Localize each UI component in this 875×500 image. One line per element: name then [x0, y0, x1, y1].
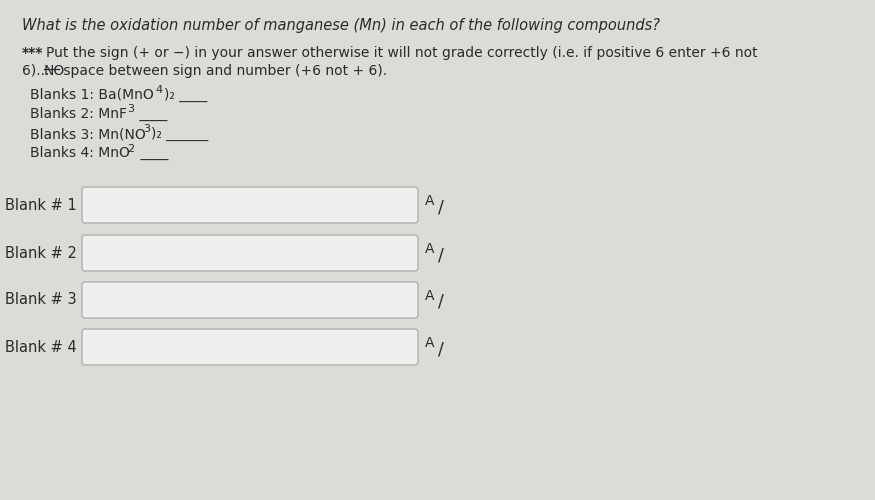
- Text: A: A: [425, 336, 435, 350]
- Text: A: A: [425, 289, 435, 303]
- Text: ____: ____: [135, 107, 167, 121]
- Text: Blanks 2: MnF: Blanks 2: MnF: [30, 107, 127, 121]
- Text: /: /: [438, 340, 444, 358]
- Text: Blanks 3: Mn(NO: Blanks 3: Mn(NO: [30, 127, 146, 141]
- Text: 4: 4: [156, 86, 163, 96]
- Text: A: A: [425, 242, 435, 256]
- Text: 2: 2: [128, 144, 135, 154]
- Text: What is the oxidation number of manganese (Mn) in each of the following compound: What is the oxidation number of manganes…: [22, 18, 660, 33]
- Text: Blank # 4: Blank # 4: [5, 340, 77, 354]
- Text: ____: ____: [136, 146, 168, 160]
- Text: Blank # 2: Blank # 2: [5, 246, 77, 260]
- Text: Put the sign (+ or −) in your answer otherwise it will not grade correctly (i.e.: Put the sign (+ or −) in your answer oth…: [46, 46, 758, 60]
- Text: Blank # 1: Blank # 1: [5, 198, 77, 212]
- Text: NO: NO: [44, 64, 65, 78]
- Text: /: /: [438, 246, 444, 264]
- Text: A: A: [425, 194, 435, 208]
- Text: 3: 3: [143, 124, 150, 134]
- Text: 3: 3: [127, 104, 134, 115]
- Text: )₂ ______: )₂ ______: [151, 127, 208, 141]
- FancyBboxPatch shape: [82, 329, 418, 365]
- Text: Blanks 1: Ba(MnO: Blanks 1: Ba(MnO: [30, 88, 154, 102]
- Text: /: /: [438, 293, 444, 311]
- Text: Blank # 3: Blank # 3: [5, 292, 77, 308]
- Text: ***: ***: [22, 46, 44, 60]
- Text: Blanks 4: MnO: Blanks 4: MnO: [30, 146, 130, 160]
- Text: /: /: [438, 198, 444, 216]
- Text: space between sign and number (+6 not + 6).: space between sign and number (+6 not + …: [59, 64, 387, 78]
- FancyBboxPatch shape: [82, 187, 418, 223]
- Text: )₂ ____: )₂ ____: [164, 88, 206, 102]
- Text: 6)...: 6)...: [22, 64, 49, 78]
- FancyBboxPatch shape: [82, 235, 418, 271]
- FancyBboxPatch shape: [82, 282, 418, 318]
